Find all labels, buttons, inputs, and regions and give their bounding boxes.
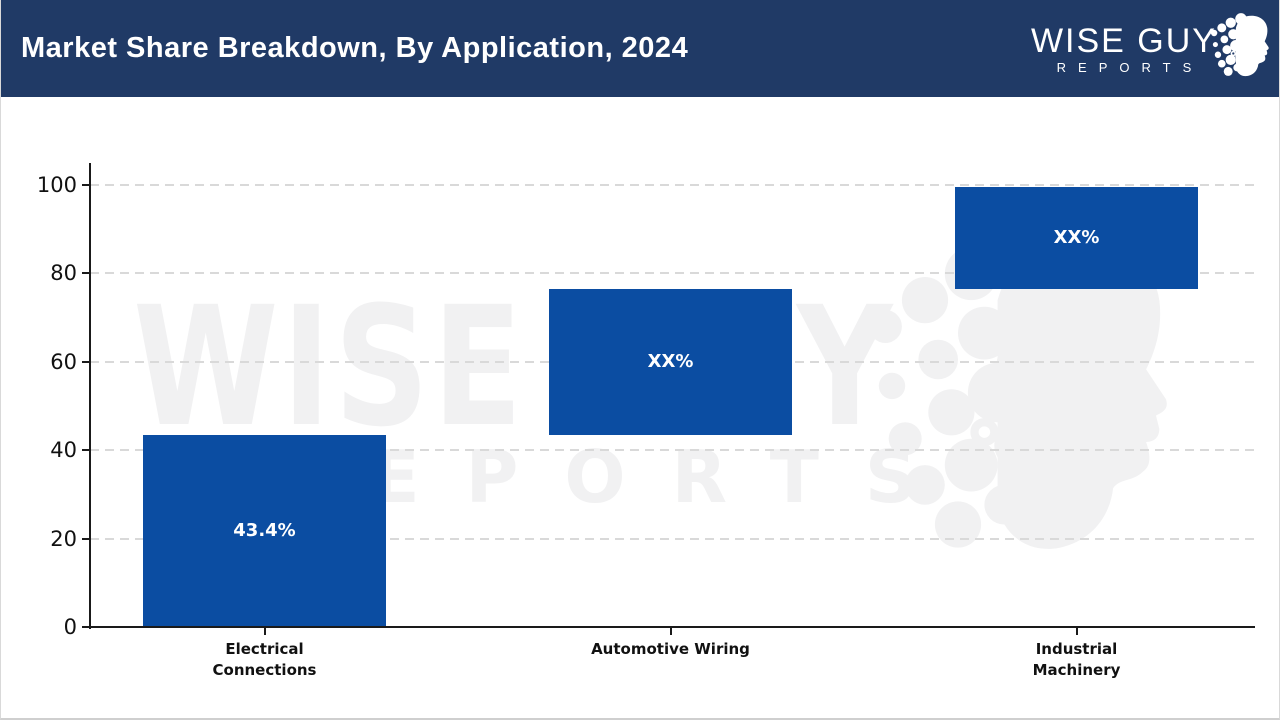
logo-wordmark: WISE GUY — [1030, 22, 1217, 60]
header-bar: Market Share Breakdown, By Application, … — [1, 0, 1279, 97]
y-axis-tick-label: 20 — [50, 526, 77, 551]
gridline-y-80 — [90, 272, 1254, 275]
chart-title: Market Share Breakdown, By Application, … — [21, 32, 689, 64]
gridline-y-100 — [90, 184, 1254, 186]
bar-automotive-wiring — [549, 289, 792, 436]
bar-value-label-electrical-connections: 43.4% — [233, 520, 296, 542]
y-axis-tick-label: 60 — [50, 349, 77, 374]
x-axis-category-label-electrical-connections: Electrical Connections — [212, 640, 317, 679]
y-axis-line — [89, 163, 91, 629]
y-axis-tick-label: 40 — [50, 438, 77, 463]
plot: 0 20 40 60 80 100 43.4% Electrical Connections X… — [1, 97, 1279, 718]
logo-subtext: REPORTS — [1056, 60, 1204, 75]
bar-electrical-connections — [143, 435, 386, 627]
x-axis-category-label-automotive-wiring: Automotive Wiring — [591, 640, 750, 658]
y-axis-tick-label: 80 — [50, 261, 77, 286]
x-axis-tickmark — [263, 628, 266, 635]
bar-value-label-industrial-machinery: XX% — [1053, 227, 1100, 249]
y-axis-tickmark — [82, 360, 90, 363]
face-profile-icon — [1210, 13, 1269, 77]
x-axis-category-label-industrial-machinery: Industrial Machinery — [1032, 640, 1121, 679]
y-axis-tickmark — [82, 272, 90, 275]
gridline-y-20 — [90, 537, 1254, 540]
logo-face-icon — [1209, 9, 1273, 89]
x-axis-tickmark — [1075, 628, 1078, 635]
y-axis-tickmark — [82, 537, 90, 540]
wise-guy-reports-logo: WISE GUY REPORTS — [1031, 6, 1273, 92]
chart-area: WISE GUY REPORTS 0 20 40 60 80 100 43.4% Electr… — [1, 97, 1279, 718]
bar-value-label-automotive-wiring: XX% — [647, 351, 694, 373]
y-axis-tick-label: 100 — [36, 173, 77, 197]
gridline-y-40 — [90, 449, 1254, 452]
y-axis-tickmark — [82, 449, 90, 452]
y-axis-tickmark — [82, 184, 90, 186]
x-axis-line — [89, 626, 1255, 628]
logo-wordmark-block: WISE GUY REPORTS — [1031, 22, 1217, 76]
x-axis-tickmark — [669, 628, 672, 635]
y-axis-tick-label: 0 — [63, 615, 77, 639]
y-axis-tickmark — [82, 626, 90, 628]
